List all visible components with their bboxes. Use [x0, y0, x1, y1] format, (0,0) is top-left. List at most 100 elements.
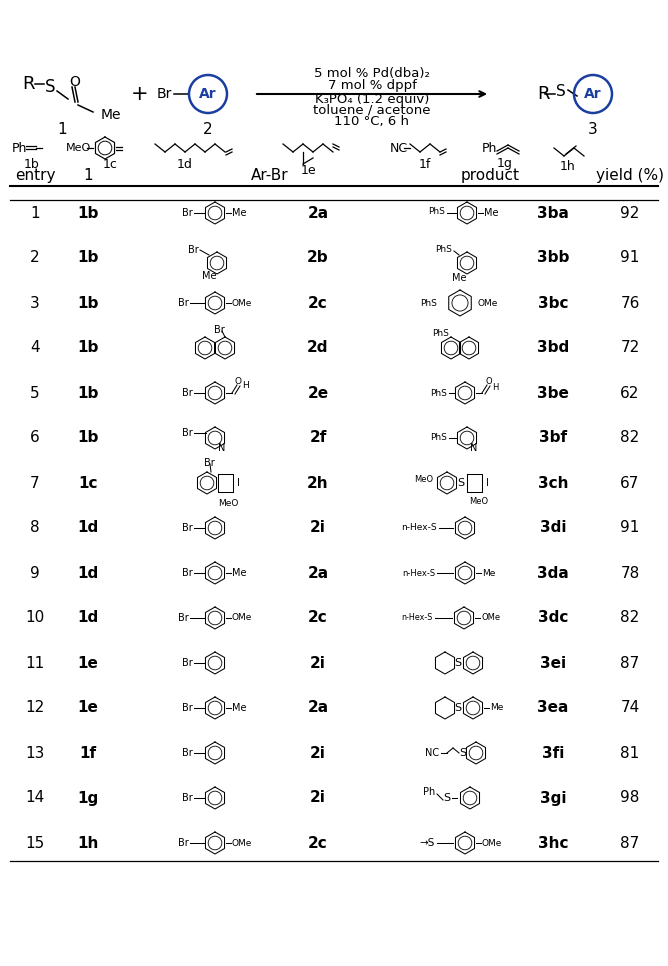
- Text: 1f: 1f: [79, 746, 97, 760]
- Text: 3: 3: [588, 122, 598, 136]
- Text: Br: Br: [214, 325, 224, 335]
- Text: 67: 67: [621, 475, 640, 491]
- Text: 78: 78: [621, 565, 640, 581]
- Text: NC: NC: [390, 141, 408, 155]
- Text: Ph: Ph: [12, 141, 27, 155]
- Text: 2c: 2c: [308, 611, 328, 626]
- Text: 2a: 2a: [307, 565, 329, 581]
- Text: 10: 10: [25, 611, 45, 626]
- Text: 1b: 1b: [77, 431, 99, 445]
- Text: OMe: OMe: [481, 613, 500, 622]
- Text: OMe: OMe: [232, 613, 253, 622]
- Text: K₃PO₄ (1.2 equiv): K₃PO₄ (1.2 equiv): [315, 93, 429, 105]
- Text: 1b: 1b: [24, 157, 40, 171]
- Text: 2a: 2a: [307, 206, 329, 220]
- Text: 3bd: 3bd: [537, 340, 569, 355]
- Text: PhS: PhS: [435, 245, 452, 254]
- Text: +: +: [131, 84, 149, 104]
- Text: I: I: [236, 478, 240, 488]
- Text: MeO: MeO: [469, 497, 488, 505]
- Text: OMe: OMe: [232, 838, 253, 847]
- Text: NC: NC: [425, 748, 439, 758]
- Text: I: I: [486, 478, 488, 488]
- Text: toluene / acetone: toluene / acetone: [313, 103, 431, 117]
- Text: R: R: [22, 75, 34, 93]
- Text: Me: Me: [232, 568, 246, 578]
- Text: O: O: [69, 75, 80, 89]
- Text: OMe: OMe: [477, 298, 498, 307]
- Text: 13: 13: [25, 746, 45, 760]
- Text: 6: 6: [30, 431, 40, 445]
- Text: Me: Me: [484, 208, 498, 218]
- Text: 2a: 2a: [307, 700, 329, 716]
- Text: 1h: 1h: [560, 159, 576, 173]
- Text: S: S: [454, 703, 462, 713]
- Text: MeO: MeO: [66, 143, 92, 153]
- Text: N: N: [218, 443, 226, 453]
- Text: Ph: Ph: [482, 141, 498, 155]
- Text: PhS: PhS: [430, 434, 447, 442]
- Text: S: S: [460, 748, 466, 758]
- Text: n-Hex-S: n-Hex-S: [401, 613, 433, 622]
- Text: N: N: [470, 443, 478, 453]
- Text: PhS: PhS: [433, 329, 450, 338]
- Text: 3be: 3be: [537, 385, 569, 401]
- Text: 2i: 2i: [310, 656, 326, 670]
- Text: MeO: MeO: [414, 475, 433, 485]
- Text: S: S: [458, 478, 464, 488]
- Text: Me: Me: [490, 703, 504, 713]
- Text: Br: Br: [156, 87, 172, 101]
- Text: Br: Br: [204, 458, 214, 468]
- Text: 2i: 2i: [310, 790, 326, 806]
- Text: 2i: 2i: [310, 746, 326, 760]
- Text: Br: Br: [178, 613, 189, 623]
- Text: 9: 9: [30, 565, 40, 581]
- Text: 87: 87: [621, 836, 640, 850]
- Text: O: O: [234, 377, 242, 385]
- Text: 1c: 1c: [103, 157, 118, 171]
- Text: 8: 8: [30, 521, 40, 535]
- Text: 3ba: 3ba: [537, 206, 569, 220]
- Text: 15: 15: [25, 836, 45, 850]
- Text: 2c: 2c: [308, 296, 328, 310]
- Text: 1e: 1e: [77, 656, 98, 670]
- Text: 62: 62: [621, 385, 640, 401]
- Text: 81: 81: [621, 746, 640, 760]
- Text: 4: 4: [30, 340, 40, 355]
- Text: Br: Br: [182, 523, 193, 533]
- Text: 1b: 1b: [77, 206, 99, 220]
- Text: Br: Br: [182, 568, 193, 578]
- Text: Me: Me: [232, 208, 246, 218]
- Text: S: S: [454, 658, 462, 668]
- Text: Br: Br: [182, 793, 193, 803]
- Text: 7 mol % dppf: 7 mol % dppf: [327, 78, 416, 92]
- Text: PhS: PhS: [430, 388, 447, 397]
- Text: 1: 1: [57, 122, 67, 136]
- Text: 91: 91: [621, 250, 640, 266]
- Text: H: H: [242, 382, 248, 390]
- Text: Br: Br: [182, 388, 193, 398]
- Text: 74: 74: [621, 700, 640, 716]
- Text: Br: Br: [188, 245, 199, 255]
- Text: 3hc: 3hc: [538, 836, 568, 850]
- Text: Br: Br: [182, 658, 193, 668]
- Text: R: R: [537, 85, 550, 103]
- Text: 1d: 1d: [77, 521, 99, 535]
- Text: OMe: OMe: [482, 838, 502, 847]
- Text: 87: 87: [621, 656, 640, 670]
- Text: Me: Me: [202, 271, 216, 281]
- Text: S: S: [556, 83, 566, 99]
- Text: Ph: Ph: [423, 787, 435, 797]
- Text: n-Hex-S: n-Hex-S: [402, 569, 435, 578]
- Text: 76: 76: [621, 296, 640, 310]
- Text: 2f: 2f: [309, 431, 327, 445]
- Text: 2b: 2b: [307, 250, 329, 266]
- Text: 110 °C, 6 h: 110 °C, 6 h: [335, 116, 409, 128]
- Text: 3ea: 3ea: [537, 700, 568, 716]
- Text: 3bb: 3bb: [537, 250, 569, 266]
- Text: n-Hex-S: n-Hex-S: [401, 524, 437, 532]
- Text: 91: 91: [621, 521, 640, 535]
- Text: 3fi: 3fi: [542, 746, 564, 760]
- Text: 2e: 2e: [307, 385, 329, 401]
- Text: 1e: 1e: [300, 163, 316, 177]
